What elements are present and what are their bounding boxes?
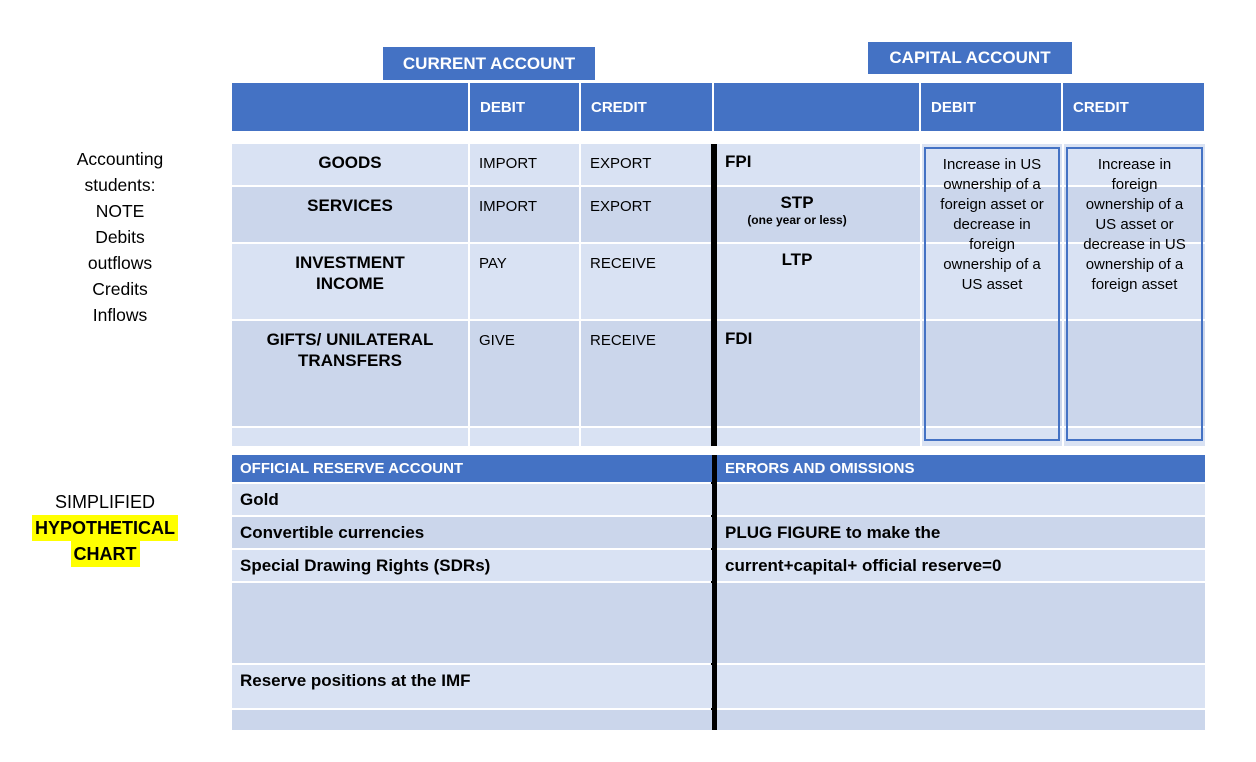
gifts-transfers-credit-cell: RECEIVE (581, 321, 712, 426)
services-debit-cell: IMPORT (470, 187, 579, 242)
gifts-transfers-debit-cell: GIVE (470, 321, 579, 426)
investment-income-label: INVESTMENT (295, 253, 405, 272)
plug-figure-line1-row: PLUG FIGURE to make the (717, 517, 1205, 548)
errors-omissions-table: ERRORS AND OMISSIONS PLUG FIGURE to make… (717, 455, 1205, 730)
current-account-body: GOODS IMPORT EXPORT SERVICES IMPORT EXPO… (232, 144, 712, 446)
note-line: Credits (92, 279, 148, 299)
current-label-header-cell (232, 83, 468, 131)
investment-income-debit-cell: PAY (470, 244, 579, 319)
errors-omissions-header: ERRORS AND OMISSIONS (717, 455, 1205, 482)
capital-debit-band-cell (922, 187, 1062, 242)
empty-row (717, 665, 1205, 708)
upper-table-header-row: DEBIT CREDIT DEBIT CREDIT (232, 83, 1205, 131)
capital-credit-header: CREDIT (1063, 83, 1204, 131)
simplified-hypothetical-chart-label: SIMPLIFIED HYPOTHETICAL CHART (8, 489, 202, 567)
empty-cell (470, 428, 579, 446)
investment-income-credit-cell: RECEIVE (581, 244, 712, 319)
services-label-cell: SERVICES (232, 187, 468, 242)
empty-row (717, 710, 1205, 730)
capital-debit-band-cell (922, 244, 1062, 319)
goods-credit-cell: EXPORT (581, 144, 712, 185)
accounting-students-note: Accounting students: NOTE Debits outflow… (28, 146, 212, 328)
imf-reserve-positions-row: Reserve positions at the IMF (232, 665, 712, 708)
capital-debit-band-cell (922, 321, 1062, 426)
capital-label-header-cell (714, 83, 919, 131)
gifts-transfers-label: GIFTS/ UNILATERAL (266, 330, 434, 349)
empty-cell (232, 428, 468, 446)
capital-credit-band-cell (1064, 144, 1205, 185)
sdrs-row: Special Drawing Rights (SDRs) (232, 550, 712, 581)
empty-cell (717, 428, 920, 446)
empty-row (717, 583, 1205, 663)
capital-debit-note-box: Increase in US ownership of a foreign as… (924, 147, 1060, 441)
stp-label-cell: STP (one year or less) (717, 187, 920, 242)
gifts-transfers-label-cell: GIFTS/ UNILATERAL TRANSFERS (232, 321, 468, 426)
hypothetical-highlighted-label: HYPOTHETICAL (31, 515, 178, 541)
ltp-label-cell: LTP (717, 244, 920, 319)
empty-cell (581, 428, 712, 446)
empty-row (717, 484, 1205, 515)
goods-label-cell: GOODS (232, 144, 468, 185)
stp-label: STP (780, 193, 814, 212)
official-reserve-header: OFFICIAL RESERVE ACCOUNT (232, 455, 712, 482)
ltp-label: LTP (781, 250, 813, 269)
note-line: NOTE (95, 201, 145, 221)
current-debit-header: DEBIT (470, 83, 579, 131)
empty-row (232, 583, 712, 663)
gold-row: Gold (232, 484, 712, 515)
note-line: outflows (87, 253, 153, 273)
note-line: students: (84, 175, 156, 195)
official-reserve-table: OFFICIAL RESERVE ACCOUNT Gold Convertibl… (232, 455, 712, 730)
plug-figure-line2-row: current+capital+ official reserve=0 (717, 550, 1205, 581)
fdi-label-cell: FDI (717, 321, 920, 426)
gifts-transfers-label-line2: TRANSFERS (298, 351, 402, 371)
investment-income-label-line2: INCOME (316, 274, 384, 294)
convertible-currencies-row: Convertible currencies (232, 517, 712, 548)
current-account-title: CURRENT ACCOUNT (383, 47, 595, 80)
empty-cell (922, 428, 1062, 446)
fpi-label-cell: FPI (717, 144, 920, 185)
capital-debit-note: Increase in US ownership of a foreign as… (940, 156, 1044, 293)
services-label: SERVICES (307, 196, 393, 215)
capital-credit-band-cell (1064, 187, 1205, 242)
capital-credit-note-box: Increase in foreign ownership of a US as… (1066, 147, 1203, 441)
capital-account-title: CAPITAL ACCOUNT (868, 42, 1072, 74)
current-credit-header: CREDIT (581, 83, 712, 131)
capital-credit-note: Increase in foreign ownership of a US as… (1083, 156, 1186, 293)
note-line: Inflows (92, 305, 148, 325)
capital-credit-band-cell (1064, 321, 1205, 426)
capital-debit-band-cell (922, 144, 1062, 185)
capital-credit-band-cell (1064, 244, 1205, 319)
vertical-divider-lower (711, 455, 717, 730)
chart-highlighted-label: CHART (70, 541, 140, 567)
vertical-divider-upper (711, 144, 717, 446)
goods-debit-cell: IMPORT (470, 144, 579, 185)
capital-debit-header: DEBIT (921, 83, 1061, 131)
capital-account-body: FPI STP (one year or less) LTP FDI (717, 144, 1205, 446)
empty-row (232, 710, 712, 730)
empty-cell (1064, 428, 1205, 446)
services-credit-cell: EXPORT (581, 187, 712, 242)
investment-income-label-cell: INVESTMENT INCOME (232, 244, 468, 319)
note-line: Accounting (76, 149, 164, 169)
note-line: Debits (95, 227, 145, 247)
stp-sublabel: (one year or less) (747, 213, 847, 227)
simplified-label-line: SIMPLIFIED (54, 492, 156, 512)
goods-label: GOODS (318, 153, 382, 172)
